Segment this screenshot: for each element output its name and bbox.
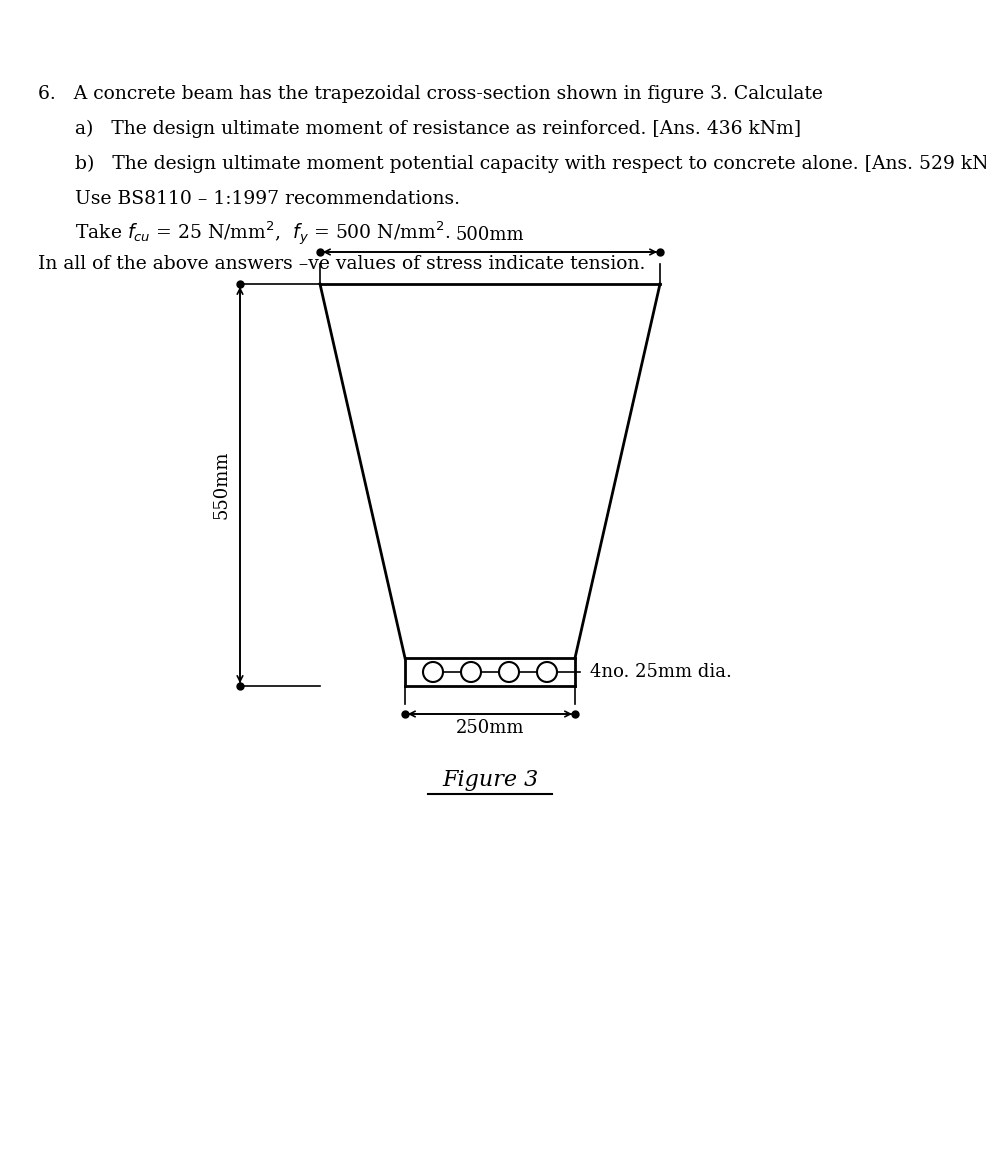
Text: 6.   A concrete beam has the trapezoidal cross-section shown in figure 3. Calcul: 6. A concrete beam has the trapezoidal c… [38, 85, 823, 103]
Text: 500mm: 500mm [456, 226, 525, 243]
Text: Take $f_{cu}$ = 25 N/mm$^2$,  $f_y$ = 500 N/mm$^2$.: Take $f_{cu}$ = 25 N/mm$^2$, $f_y$ = 500… [75, 220, 451, 248]
Circle shape [499, 662, 519, 682]
Text: Figure 3: Figure 3 [442, 769, 538, 790]
Circle shape [537, 662, 557, 682]
Text: b)   The design ultimate moment potential capacity with respect to concrete alon: b) The design ultimate moment potential … [75, 155, 986, 173]
Text: Use BS8110 – 1:1997 recommendations.: Use BS8110 – 1:1997 recommendations. [75, 190, 460, 208]
Text: 550mm: 550mm [213, 451, 231, 519]
Text: 4no. 25mm dia.: 4no. 25mm dia. [590, 664, 732, 681]
Text: In all of the above answers –ve values of stress indicate tension.: In all of the above answers –ve values o… [38, 255, 646, 273]
Circle shape [461, 662, 481, 682]
Text: 250mm: 250mm [456, 719, 525, 737]
Circle shape [423, 662, 443, 682]
Text: a)   The design ultimate moment of resistance as reinforced. [Ans. 436 kNm]: a) The design ultimate moment of resista… [75, 120, 801, 138]
